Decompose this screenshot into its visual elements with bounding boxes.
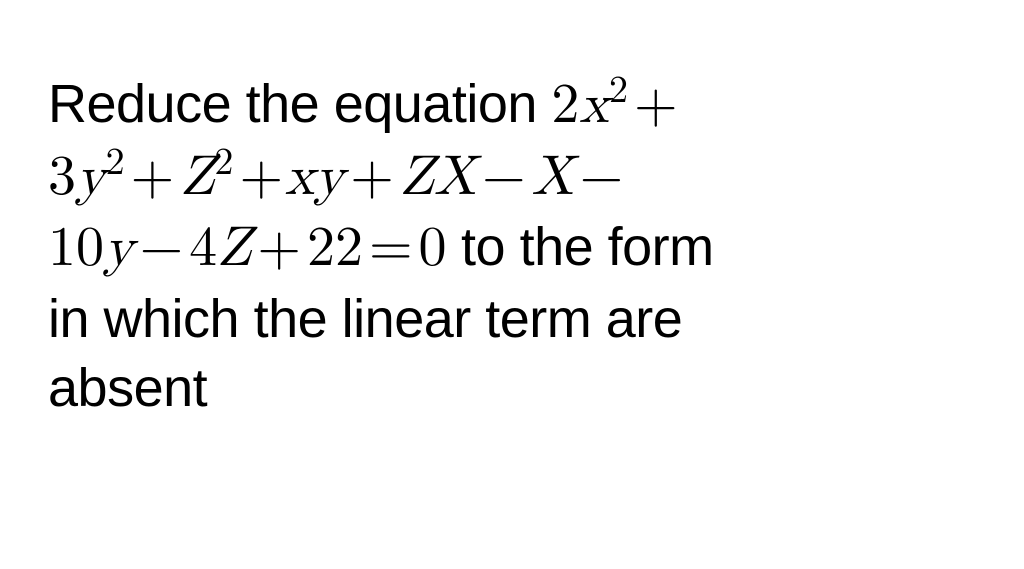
line-5: absent [48, 354, 984, 423]
var-X: X [434, 149, 476, 205]
line-4: in which the linear term are [48, 285, 984, 354]
var-x: x [285, 149, 315, 205]
op-plus: + [233, 149, 285, 205]
math-segment-2: 3y2+Z2+xy+ZX−X− [48, 149, 629, 205]
var-y: y [104, 220, 134, 276]
op-plus: + [628, 77, 684, 133]
prose-line-5: absent [48, 358, 207, 418]
var-Z: Z [217, 220, 251, 276]
var-Z: Z [400, 149, 434, 205]
const-22: 22 [307, 220, 363, 276]
coef-3: 3 [48, 149, 76, 205]
coef-2: 2 [551, 77, 579, 133]
op-plus: + [344, 149, 400, 205]
line-3: 10y−4Z+22=0 to the form [48, 213, 984, 285]
math-segment-1: 2x2+ [551, 77, 683, 133]
prose-suffix: to the form [447, 217, 714, 277]
prose-line-4: in which the linear term are [48, 289, 682, 349]
var-X: X [532, 149, 574, 205]
problem-container: Reduce the equation 2x2+ 3y2+Z2+xy+ZX−X−… [0, 0, 1024, 463]
coef-10: 10 [48, 220, 104, 276]
line-1: Reduce the equation 2x2+ [48, 70, 984, 142]
op-plus: + [125, 149, 181, 205]
var-y: y [315, 149, 345, 205]
math-segment-3: 10y−4Z+22=0 [48, 220, 447, 276]
exp-2: 2 [106, 144, 125, 182]
op-eq: = [363, 220, 419, 276]
op-minus: − [134, 220, 190, 276]
problem-text: Reduce the equation 2x2+ 3y2+Z2+xy+ZX−X−… [48, 70, 984, 423]
exp-2: 2 [609, 72, 628, 110]
var-y: y [76, 149, 106, 205]
exp-2: 2 [214, 144, 233, 182]
op-plus: + [251, 220, 307, 276]
op-minus: − [574, 149, 630, 205]
var-x: x [579, 77, 609, 133]
coef-4: 4 [189, 220, 217, 276]
op-minus: − [476, 149, 532, 205]
line-2: 3y2+Z2+xy+ZX−X− [48, 142, 984, 214]
var-Z: Z [180, 149, 214, 205]
prose-prefix: Reduce the equation [48, 74, 551, 134]
const-0: 0 [419, 220, 447, 276]
